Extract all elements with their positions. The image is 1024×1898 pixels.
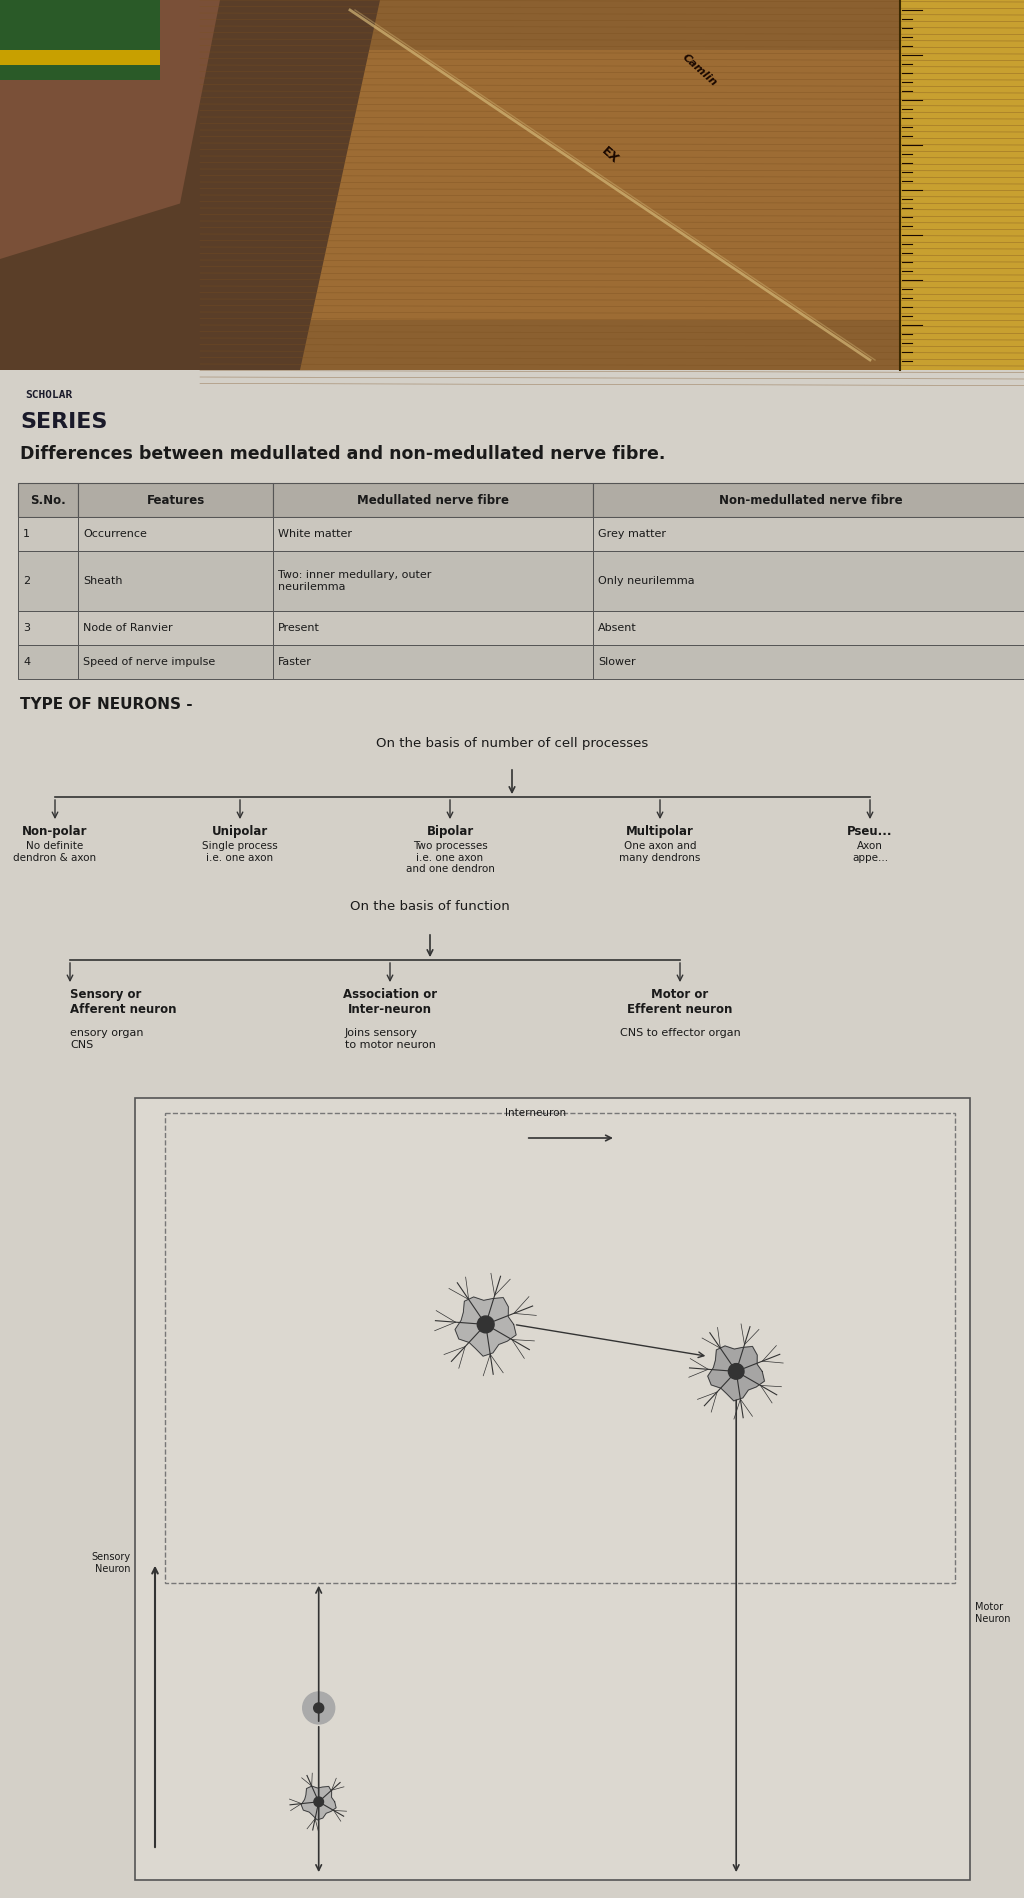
Text: On the basis of function: On the basis of function	[350, 900, 510, 913]
Text: Interneuron: Interneuron	[505, 1108, 566, 1118]
Text: Two processes
i.e. one axon
and one dendron: Two processes i.e. one axon and one dend…	[406, 841, 495, 875]
Text: TYPE OF NEURONS -: TYPE OF NEURONS -	[20, 697, 193, 712]
Text: Two: inner medullary, outer
neurilemma: Two: inner medullary, outer neurilemma	[278, 569, 431, 592]
Bar	[273, 516, 593, 550]
Polygon shape	[455, 1296, 516, 1357]
Text: Motor or
Efferent neuron: Motor or Efferent neuron	[628, 989, 733, 1015]
Text: Features: Features	[146, 493, 205, 507]
Bar	[593, 482, 1024, 516]
Polygon shape	[0, 0, 220, 258]
Text: ensory organ
CNS: ensory organ CNS	[70, 1029, 143, 1050]
Bar	[78, 611, 273, 645]
Bar	[273, 482, 593, 516]
Text: 3: 3	[23, 623, 30, 634]
Bar	[78, 516, 273, 550]
Bar	[593, 645, 1024, 679]
Polygon shape	[0, 0, 380, 370]
Circle shape	[313, 1703, 324, 1714]
Circle shape	[303, 1691, 335, 1723]
Text: Axon
appe...: Axon appe...	[852, 841, 888, 862]
Text: Camlin: Camlin	[681, 51, 719, 87]
Bar	[78, 550, 273, 611]
Text: CNS to effector organ: CNS to effector organ	[620, 1029, 740, 1038]
Text: Motor
Neuron: Motor Neuron	[975, 1602, 1011, 1623]
Text: 2: 2	[23, 575, 30, 586]
Bar	[0, 49, 160, 65]
Text: Non-medullated nerve fibre: Non-medullated nerve fibre	[719, 493, 902, 507]
Text: Occurrence: Occurrence	[83, 530, 146, 539]
Bar	[18, 645, 78, 679]
Text: One axon and
many dendrons: One axon and many dendrons	[620, 841, 700, 862]
Bar	[300, 49, 920, 321]
Bar	[593, 611, 1024, 645]
Bar	[0, 0, 1024, 370]
Text: Unipolar: Unipolar	[212, 826, 268, 839]
Text: SCHOLAR: SCHOLAR	[25, 389, 73, 400]
Text: Sensory
Neuron: Sensory Neuron	[91, 1553, 130, 1573]
Polygon shape	[301, 1786, 336, 1820]
Bar	[18, 550, 78, 611]
Bar	[135, 1099, 970, 1881]
Bar	[78, 482, 273, 516]
Text: White matter: White matter	[278, 530, 352, 539]
Bar	[593, 516, 1024, 550]
Circle shape	[477, 1315, 495, 1332]
Bar	[78, 645, 273, 679]
Polygon shape	[708, 1346, 765, 1401]
Text: SERIES: SERIES	[20, 412, 108, 433]
Text: S.No.: S.No.	[30, 493, 66, 507]
Bar	[18, 611, 78, 645]
Text: Differences between medullated and non-medullated nerve fibre.: Differences between medullated and non-m…	[20, 444, 666, 463]
Bar	[0, 370, 1024, 1898]
Bar	[593, 550, 1024, 611]
Bar	[273, 611, 593, 645]
Text: On the basis of number of cell processes: On the basis of number of cell processes	[376, 736, 648, 750]
Text: Single process
i.e. one axon: Single process i.e. one axon	[202, 841, 278, 862]
Text: Joins sensory
to motor neuron: Joins sensory to motor neuron	[344, 1029, 435, 1050]
Text: Multipolar: Multipolar	[626, 826, 694, 839]
Bar	[165, 1112, 955, 1583]
Bar	[18, 482, 78, 516]
Text: Present: Present	[278, 623, 319, 634]
Text: Medullated nerve fibre: Medullated nerve fibre	[357, 493, 509, 507]
Text: 4: 4	[23, 657, 30, 666]
Text: Speed of nerve impulse: Speed of nerve impulse	[83, 657, 215, 666]
Text: Sheath: Sheath	[83, 575, 123, 586]
Text: No definite
dendron & axon: No definite dendron & axon	[13, 841, 96, 862]
Text: Slower: Slower	[598, 657, 636, 666]
Text: Absent: Absent	[598, 623, 637, 634]
Text: Sensory or
Afferent neuron: Sensory or Afferent neuron	[70, 989, 176, 1015]
Text: Bipolar: Bipolar	[426, 826, 474, 839]
Bar	[273, 645, 593, 679]
Text: Node of Ranvier: Node of Ranvier	[83, 623, 173, 634]
Circle shape	[314, 1797, 324, 1807]
Text: Faster: Faster	[278, 657, 312, 666]
Text: Grey matter: Grey matter	[598, 530, 666, 539]
Circle shape	[728, 1363, 744, 1380]
Bar	[900, 0, 1024, 370]
Bar	[273, 550, 593, 611]
Text: EX: EX	[599, 144, 622, 165]
Bar	[18, 516, 78, 550]
Text: Pseu...: Pseu...	[847, 826, 893, 839]
Bar	[0, 0, 160, 80]
Text: Association or
Inter-neuron: Association or Inter-neuron	[343, 989, 437, 1015]
Text: Non-polar: Non-polar	[23, 826, 88, 839]
Text: 1: 1	[23, 530, 30, 539]
Text: Only neurilemma: Only neurilemma	[598, 575, 694, 586]
